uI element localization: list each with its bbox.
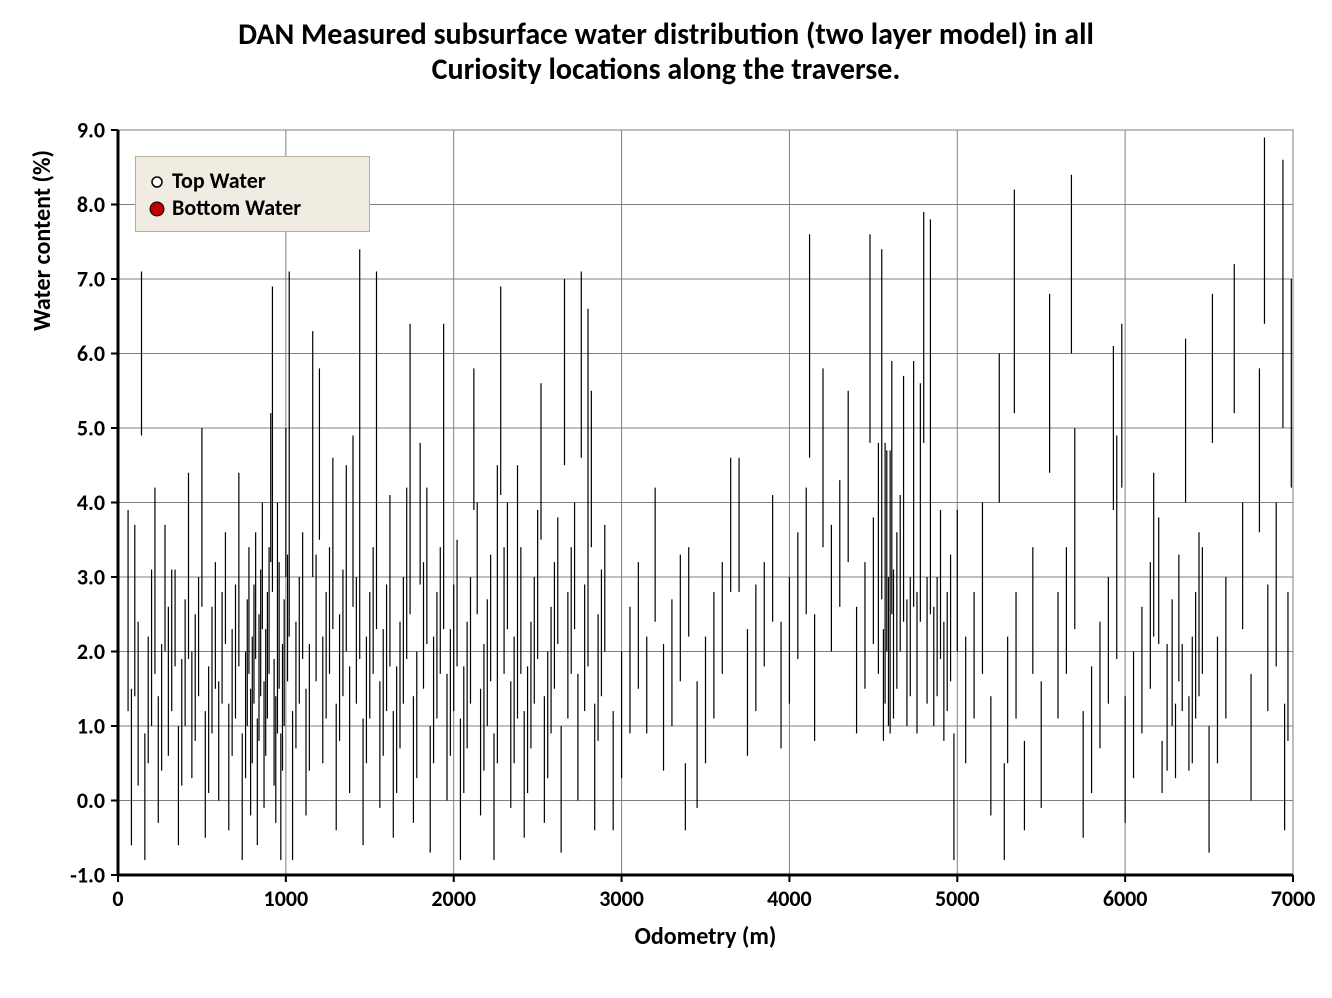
y-tick-label: 5.0 [77, 415, 105, 442]
legend-item: Top Water [148, 167, 353, 194]
x-tick-label: 2000 [431, 885, 476, 912]
y-tick-label: 0.0 [77, 787, 105, 814]
circle-open-icon [148, 173, 164, 189]
plot-area: 0 1000 2000 3000 4000 5000 6000 7000 -1.0 0.0 1.0 2… [0, 0, 1332, 998]
x-tick-label: 1000 [264, 885, 309, 912]
x-tick-label: 3000 [599, 885, 644, 912]
y-tick-label: -1.0 [70, 862, 105, 889]
x-tick-label: 5000 [935, 885, 980, 912]
y-tick-label: 3.0 [77, 564, 105, 591]
legend-box: Top WaterBottom Water [135, 156, 370, 232]
y-tick-label: 2.0 [77, 638, 105, 665]
x-tick-label: 7000 [1271, 885, 1316, 912]
errorbar-group [128, 137, 1291, 860]
y-tick-label: 6.0 [77, 340, 105, 367]
y-tick-label: 8.0 [77, 191, 105, 218]
y-tick-label: 9.0 [77, 117, 105, 144]
y-tick-label: 7.0 [77, 266, 105, 293]
legend-label: Bottom Water [172, 194, 301, 221]
page-root: DAN Measured subsurface water distributi… [0, 0, 1332, 998]
x-tick-label: 0 [112, 885, 123, 912]
y-tick-label: 1.0 [77, 713, 105, 740]
legend-label: Top Water [172, 167, 266, 194]
y-tick-label: 4.0 [77, 489, 105, 516]
x-tick-label: 4000 [767, 885, 812, 912]
x-tick-label: 6000 [1103, 885, 1148, 912]
circle-filled-icon [148, 200, 164, 216]
legend-item: Bottom Water [148, 194, 353, 221]
